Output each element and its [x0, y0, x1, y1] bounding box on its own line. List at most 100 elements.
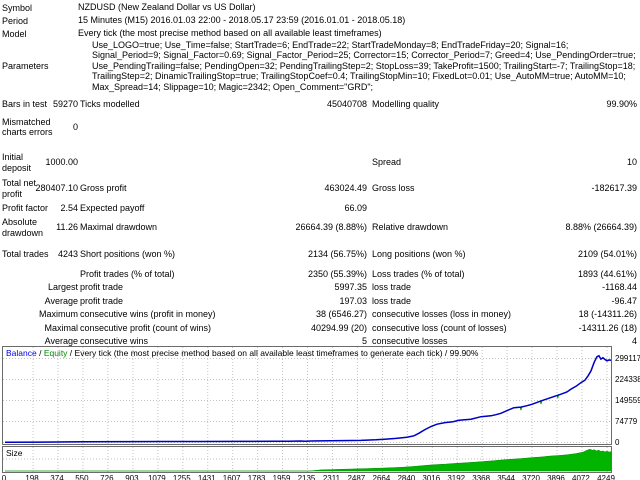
symbol-value: NZDUSD (New Zealand Dollar vs US Dollar) — [78, 2, 256, 13]
row-label: Bars in test — [2, 98, 48, 109]
largest-profit-trade-value: 5997.35 — [334, 282, 367, 293]
chart-legend: Balance / Equity / Every tick (the most … — [6, 348, 478, 358]
loss-trades-value: 1893 (44.61%) — [577, 268, 637, 279]
relative-drawdown-label: Relative drawdown — [372, 222, 449, 233]
spread-label: Spread — [372, 157, 402, 168]
x-tick-label: 1255 — [172, 474, 191, 480]
x-tick-label: 1959 — [272, 474, 291, 480]
model-value: Every tick (the most precise method base… — [78, 28, 382, 39]
gross-profit-label: Gross profit — [80, 183, 127, 194]
consecutive-loss-value: -14311.26 (18) — [578, 322, 637, 333]
balance-chart — [3, 347, 611, 444]
largest-loss-trade-label: loss trade — [372, 282, 412, 293]
short-positions-value: 2134 (56.75%) — [307, 249, 367, 260]
x-tick-label: 3368 — [472, 474, 491, 480]
x-tick-label: 2135 — [297, 474, 316, 480]
gross-loss-label: Gross loss — [372, 183, 415, 194]
size-chart-panel — [2, 446, 612, 473]
gross-profit-value: 463024.49 — [324, 183, 367, 194]
consecutive-losses-label: consecutive losses (loss in money) — [372, 309, 512, 320]
profit-trades-label: Profit trades (% of total) — [80, 268, 175, 279]
row-largest-trade: Largest profit trade 5997.35 loss trade … — [47, 282, 637, 293]
y-tick-label: 224338 — [615, 374, 640, 384]
x-tick-label: 2840 — [397, 474, 416, 480]
x-tick-label: 726 — [100, 474, 114, 480]
x-tick-label: 1783 — [247, 474, 266, 480]
average-loss-trade-value: -96.47 — [611, 295, 637, 306]
x-tick-label: 0 — [1, 474, 7, 480]
consecutive-wins-label: consecutive wins (profit in money) — [80, 309, 216, 320]
modelling-quality-label: Modelling quality — [372, 98, 440, 109]
row-label: Initial deposit — [2, 152, 32, 173]
x-tick-label: 3896 — [547, 474, 565, 480]
maximal-drawdown-value: 26664.39 (8.88%) — [295, 222, 367, 233]
spread-value: 10 — [626, 157, 637, 168]
average-loss-trade-label: loss trade — [372, 295, 412, 306]
x-tick-label: 374 — [50, 474, 64, 480]
avg-consecutive-losses-value: 4 — [631, 335, 637, 346]
relative-drawdown-value: 8.88% (26664.39) — [565, 222, 637, 233]
row-label: Profit factor — [2, 202, 49, 213]
loss-trades-label: Loss trades (% of total) — [372, 268, 465, 279]
period-value: 15 Minutes (M15) 2016.01.03 22:00 - 2018… — [78, 15, 406, 26]
x-tick-label: 2664 — [372, 474, 391, 480]
x-tick-label: 1431 — [197, 474, 216, 480]
x-tick-label: 4072 — [572, 474, 590, 480]
row-initial-deposit: Initial deposit 1000.00 Spread 10 — [2, 152, 637, 173]
row-label: Parameters — [2, 61, 49, 72]
row-symbol: Symbol NZDUSD (New Zealand Dollar vs US … — [2, 1, 638, 14]
size-chart — [3, 447, 611, 472]
row-model: Model Every tick (the most precise metho… — [2, 27, 638, 40]
row-label: Total net profit — [2, 178, 37, 199]
x-tick-label: 3544 — [497, 474, 515, 480]
row-bars-in-test: Bars in test 59270 Ticks modelled 450407… — [2, 98, 637, 109]
x-tick-label: 4249 — [597, 474, 615, 480]
long-positions-label: Long positions (won %) — [372, 249, 466, 260]
profit-trades-value: 2350 (55.39%) — [307, 268, 367, 279]
row-period: Period 15 Minutes (M15) 2016.01.03 22:00… — [2, 14, 638, 27]
legend-description: / Every tick (the most precise method ba… — [67, 348, 479, 358]
row-total-trades: Total trades 4243 Short positions (won %… — [2, 249, 637, 260]
gross-loss-value: -182617.39 — [591, 183, 637, 194]
x-tick-label: 2311 — [322, 474, 341, 480]
row-parameters: Parameters Use_LOGO=true; Use_Time=false… — [2, 40, 638, 92]
row-label: Model — [2, 28, 27, 39]
row-average-trade: Average profit trade 197.03 loss trade -… — [44, 295, 637, 306]
row-maximal-consecutive: Maximal consecutive profit (count of win… — [44, 322, 637, 333]
modelling-quality-value: 99.90% — [606, 98, 637, 109]
expected-payoff-value: 66.09 — [344, 202, 367, 213]
average-profit-trade-label: profit trade — [80, 295, 124, 306]
legend-separator: / — [36, 348, 44, 358]
ticks-modelled-value: 45040708 — [326, 98, 367, 109]
size-panel-label: Size — [6, 448, 23, 458]
x-tick-label: 3720 — [522, 474, 540, 480]
row-label: Symbol — [2, 2, 33, 13]
consecutive-wins-value: 38 (6546.27) — [315, 309, 367, 320]
average-profit-trade-value: 197.03 — [339, 295, 367, 306]
x-tick-label: 198 — [25, 474, 39, 480]
y-tick-label: 149559 — [615, 395, 640, 405]
consecutive-profit-label: consecutive profit (count of wins) — [80, 322, 212, 333]
x-tick-label: 3192 — [447, 474, 466, 480]
row-label: Total trades — [2, 249, 49, 260]
largest-profit-trade-label: profit trade — [80, 282, 124, 293]
x-tick-label: 3016 — [422, 474, 441, 480]
consecutive-loss-label: consecutive loss (count of losses) — [372, 322, 507, 333]
row-total-net-profit: Total net profit 280407.10 Gross profit … — [2, 178, 637, 199]
avg-consecutive-losses-label: consecutive losses — [372, 335, 448, 346]
long-positions-value: 2109 (54.01%) — [577, 249, 637, 260]
row-profit-factor: Profit factor 2.54 Expected payoff 66.09 — [2, 202, 367, 213]
avg-consecutive-wins-label: consecutive wins — [80, 335, 149, 346]
avg-consecutive-wins-value: 5 — [361, 335, 367, 346]
parameters-value: Use_LOGO=true; Use_Time=false; StartTrad… — [92, 40, 636, 92]
balance-chart-panel — [2, 346, 612, 445]
row-average-consecutive: Average consecutive wins 5 consecutive l… — [44, 335, 637, 346]
x-tick-label: 2487 — [347, 474, 366, 480]
row-label: Mismatched charts errors — [2, 116, 53, 138]
report-table: Symbol NZDUSD (New Zealand Dollar vs US … — [2, 1, 638, 347]
legend-balance: Balance — [6, 348, 37, 358]
largest-loss-trade-value: -1168.44 — [602, 282, 637, 293]
row-absolute-drawdown: Absolute drawdown 11.26 Maximal drawdown… — [2, 217, 637, 238]
row-maximum-consecutive: Maximum consecutive wins (profit in mone… — [38, 309, 637, 320]
